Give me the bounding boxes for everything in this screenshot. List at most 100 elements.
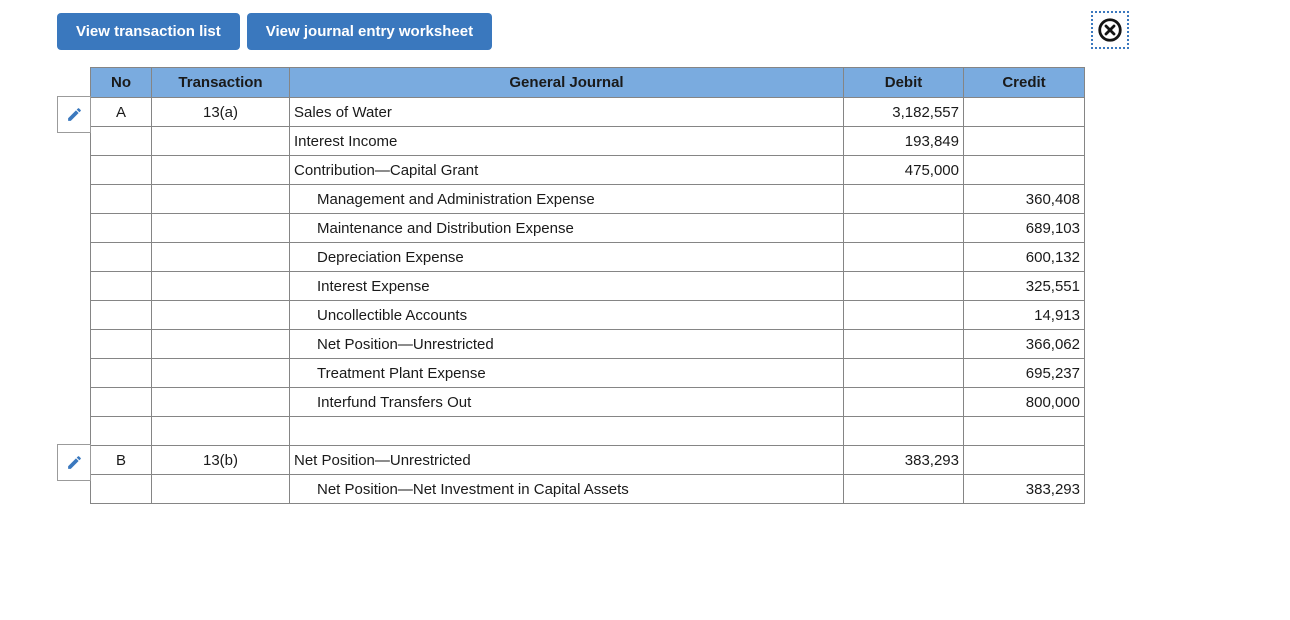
account-cell: Uncollectible Accounts	[289, 300, 844, 330]
account-cell: Maintenance and Distribution Expense	[289, 213, 844, 243]
account-cell: Depreciation Expense	[289, 242, 844, 272]
transaction-cell	[151, 329, 290, 359]
header-no: No	[90, 67, 152, 98]
journal-row: Uncollectible Accounts 14,913	[90, 300, 1085, 330]
credit-cell	[963, 445, 1085, 475]
debit-cell	[843, 213, 964, 243]
no-cell: B	[90, 445, 152, 475]
debit-cell: 193,849	[843, 126, 964, 156]
credit-cell: 383,293	[963, 474, 1085, 504]
header-debit: Debit	[843, 67, 964, 98]
header-row: No Transaction General Journal Debit Cre…	[90, 67, 1085, 98]
account-cell: Net Position—Net Investment in Capital A…	[289, 474, 844, 504]
debit-cell: 475,000	[843, 155, 964, 185]
credit-cell: 600,132	[963, 242, 1085, 272]
no-cell	[90, 329, 152, 359]
transaction-cell	[151, 155, 290, 185]
account-cell: Interfund Transfers Out	[289, 387, 844, 417]
credit-cell	[963, 155, 1085, 185]
no-cell	[90, 474, 152, 504]
transaction-cell	[151, 416, 290, 446]
debit-cell	[843, 387, 964, 417]
view-transaction-list-button[interactable]: View transaction list	[57, 13, 240, 50]
header-general-journal: General Journal	[289, 67, 844, 98]
transaction-cell	[151, 126, 290, 156]
no-cell	[90, 416, 152, 446]
debit-cell	[843, 329, 964, 359]
debit-cell: 3,182,557	[843, 97, 964, 127]
account-cell: Treatment Plant Expense	[289, 358, 844, 388]
transaction-cell: 13(b)	[151, 445, 290, 475]
debit-cell	[843, 184, 964, 214]
header-transaction: Transaction	[151, 67, 290, 98]
journal-row: A 13(a) Sales of Water 3,182,557	[90, 97, 1085, 127]
no-cell	[90, 155, 152, 185]
general-journal-table: No Transaction General Journal Debit Cre…	[90, 67, 1085, 504]
credit-cell: 695,237	[963, 358, 1085, 388]
transaction-cell	[151, 300, 290, 330]
no-cell	[90, 213, 152, 243]
credit-cell	[963, 126, 1085, 156]
edit-entry-b-button[interactable]	[57, 444, 91, 481]
account-cell: Management and Administration Expense	[289, 184, 844, 214]
toolbar: View transaction list View journal entry…	[57, 13, 493, 50]
circle-x-icon	[1096, 16, 1124, 44]
debit-cell	[843, 300, 964, 330]
journal-row: B 13(b) Net Position—Unrestricted 383,293	[90, 445, 1085, 475]
journal-row: Contribution—Capital Grant 475,000	[90, 155, 1085, 185]
debit-cell	[843, 242, 964, 272]
journal-row: Interest Expense 325,551	[90, 271, 1085, 301]
pencil-icon	[66, 454, 83, 471]
journal-table-body: A 13(a) Sales of Water 3,182,557 Interest In…	[90, 97, 1085, 504]
transaction-cell	[151, 387, 290, 417]
general-journal-table-wrap: No Transaction General Journal Debit Cre…	[57, 67, 1085, 504]
account-cell: Net Position—Unrestricted	[289, 445, 844, 475]
debit-cell	[843, 271, 964, 301]
header-credit: Credit	[963, 67, 1085, 98]
credit-cell	[963, 416, 1085, 446]
account-cell: Interest Income	[289, 126, 844, 156]
transaction-cell: 13(a)	[151, 97, 290, 127]
no-cell	[90, 271, 152, 301]
transaction-cell	[151, 242, 290, 272]
credit-cell: 14,913	[963, 300, 1085, 330]
credit-cell	[963, 97, 1085, 127]
credit-cell: 325,551	[963, 271, 1085, 301]
account-cell	[289, 416, 844, 446]
transaction-cell	[151, 184, 290, 214]
debit-cell	[843, 358, 964, 388]
journal-row: Treatment Plant Expense 695,237	[90, 358, 1085, 388]
view-journal-entry-worksheet-button[interactable]: View journal entry worksheet	[246, 13, 493, 50]
credit-cell: 366,062	[963, 329, 1085, 359]
no-cell: A	[90, 97, 152, 127]
journal-row: Net Position—Net Investment in Capital A…	[90, 474, 1085, 504]
edit-entry-a-button[interactable]	[57, 96, 91, 133]
pencil-icon	[66, 106, 83, 123]
journal-row: Management and Administration Expense 360…	[90, 184, 1085, 214]
journal-row: Interest Income 193,849	[90, 126, 1085, 156]
account-cell: Contribution—Capital Grant	[289, 155, 844, 185]
transaction-cell	[151, 271, 290, 301]
credit-cell: 800,000	[963, 387, 1085, 417]
debit-cell	[843, 474, 964, 504]
no-cell	[90, 184, 152, 214]
journal-row: Maintenance and Distribution Expense 689,…	[90, 213, 1085, 243]
no-cell	[90, 126, 152, 156]
no-cell	[90, 300, 152, 330]
journal-row: Depreciation Expense 600,132	[90, 242, 1085, 272]
no-cell	[90, 358, 152, 388]
transaction-cell	[151, 474, 290, 504]
transaction-cell	[151, 358, 290, 388]
account-cell: Interest Expense	[289, 271, 844, 301]
transaction-cell	[151, 213, 290, 243]
journal-row: Net Position—Unrestricted 366,062	[90, 329, 1085, 359]
account-cell: Sales of Water	[289, 97, 844, 127]
debit-cell	[843, 416, 964, 446]
no-cell	[90, 387, 152, 417]
journal-row: Interfund Transfers Out 800,000	[90, 387, 1085, 417]
no-cell	[90, 242, 152, 272]
account-cell: Net Position—Unrestricted	[289, 329, 844, 359]
credit-cell: 360,408	[963, 184, 1085, 214]
close-button[interactable]	[1091, 11, 1129, 49]
